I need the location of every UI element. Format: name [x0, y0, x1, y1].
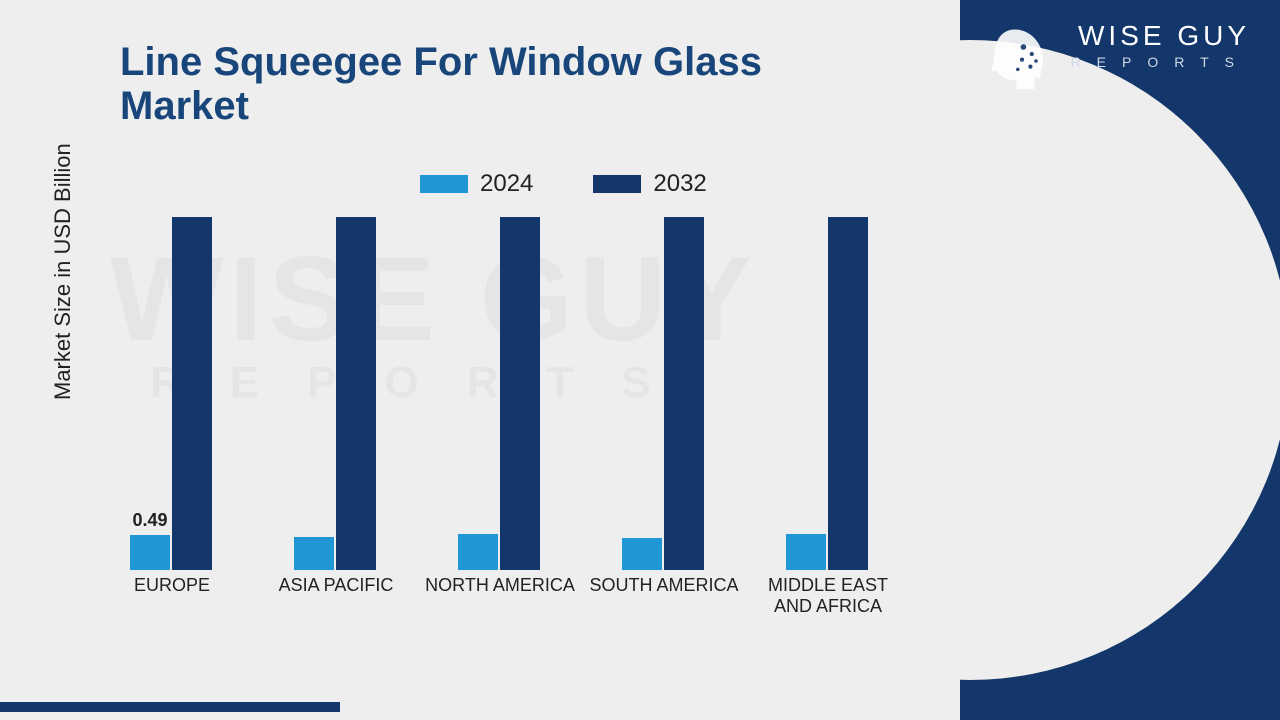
y-axis-label: Market Size in USD Billion [50, 143, 76, 400]
stage: WISE GUY REPORTS WISE GUY REPORTS Line S… [0, 0, 1280, 720]
legend: 2024 2032 [420, 170, 707, 198]
data-label: 0.49 [120, 510, 180, 531]
legend-item-2032: 2032 [593, 170, 706, 198]
bar-2024 [458, 534, 498, 570]
bottom-accent-bar [0, 702, 340, 712]
x-label: SOUTH AMERICA [589, 575, 739, 596]
legend-item-2024: 2024 [420, 170, 533, 198]
legend-label: 2024 [480, 170, 533, 198]
bar-2024 [130, 535, 170, 570]
bar-2032 [664, 217, 704, 570]
bar-2024 [786, 534, 826, 570]
x-label: MIDDLE EAST AND AFRICA [753, 575, 903, 616]
bar-2032 [336, 217, 376, 570]
logo-main: WISE GUY [1078, 20, 1250, 51]
x-label: NORTH AMERICA [425, 575, 575, 596]
bar-2024 [294, 537, 334, 570]
right-panel [960, 0, 1280, 720]
legend-swatch [420, 175, 468, 193]
bar-2024 [622, 538, 662, 570]
legend-swatch [593, 175, 641, 193]
legend-label: 2032 [653, 170, 706, 198]
chart-title: Line Squeegee For Window Glass Market [120, 40, 820, 128]
bar-2032 [828, 217, 868, 570]
x-label: ASIA PACIFIC [261, 575, 411, 596]
bar-chart: 0.49 [110, 210, 930, 570]
logo-sub: REPORTS [1071, 54, 1250, 70]
x-label: EUROPE [97, 575, 247, 596]
bar-2032 [500, 217, 540, 570]
logo-head-icon [980, 26, 1050, 96]
brand-logo: WISE GUY REPORTS [1071, 20, 1250, 70]
